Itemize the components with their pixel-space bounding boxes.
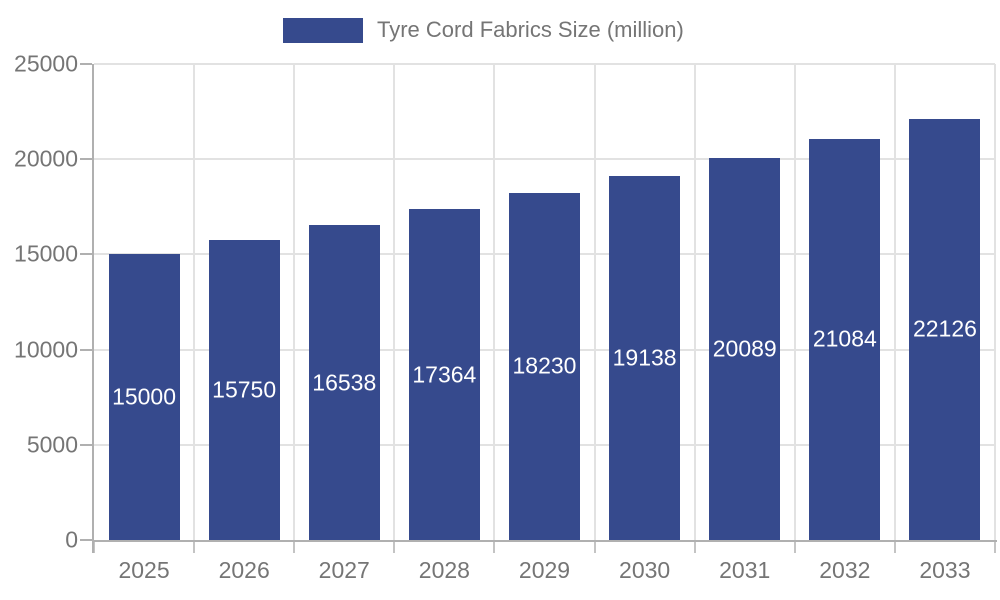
bar[interactable] (509, 192, 580, 540)
plot-area: 0 5000 10000 15000 20000 25000 15000 2025 15750 2… (14, 52, 997, 582)
x-axis-tick (393, 542, 396, 553)
bar-value-label: 17364 (412, 361, 477, 388)
x-axis-tick (593, 542, 596, 553)
legend-swatch (283, 17, 363, 43)
gridline-vertical (693, 64, 696, 540)
x-tick-label: 2026 (218, 557, 270, 583)
y-tick-label: 10000 (14, 336, 78, 363)
gridline-vertical (493, 64, 496, 540)
bar[interactable] (709, 157, 781, 540)
x-tick-label: 2028 (418, 557, 470, 583)
bar[interactable] (208, 240, 280, 540)
bar-value-label: 22126 (912, 315, 977, 342)
x-axis-tick (493, 542, 496, 553)
gridline-vertical (193, 64, 196, 540)
gridline-vertical (393, 64, 396, 540)
x-tick-label: 2029 (518, 557, 571, 583)
x-axis-tick (93, 542, 95, 553)
y-tick-label: 20000 (14, 145, 78, 172)
gridline-horizontal (94, 63, 995, 65)
bar[interactable] (609, 175, 681, 540)
bar-value-label: 21084 (812, 325, 877, 352)
bar-value-label: 18230 (512, 352, 577, 379)
x-axis-tick (693, 542, 696, 553)
legend-label: Tyre Cord Fabrics Size (million) (377, 17, 684, 42)
bar[interactable] (108, 254, 180, 540)
bar[interactable] (809, 138, 881, 540)
bar[interactable] (408, 209, 480, 540)
gridline-vertical (793, 64, 796, 540)
x-tick-label: 2027 (318, 557, 370, 583)
gridline-vertical (994, 64, 996, 540)
x-axis-tick (293, 542, 296, 553)
bar-value-label: 15000 (112, 383, 177, 410)
bar-value-label: 20089 (712, 335, 777, 362)
y-axis-tick (80, 443, 92, 446)
x-tick-label: 2033 (919, 557, 971, 583)
gridline-vertical (893, 64, 896, 540)
y-axis-line (92, 64, 94, 553)
gridline-vertical (593, 64, 596, 540)
x-tick-label: 2025 (118, 557, 170, 583)
bar-value-label: 16538 (312, 369, 377, 396)
legend[interactable]: Tyre Cord Fabrics Size (million) (283, 17, 684, 43)
y-axis-tick (80, 539, 92, 541)
gridline-vertical (293, 64, 296, 540)
y-axis-tick (80, 253, 92, 256)
x-axis-tick (893, 542, 896, 553)
x-axis-tick (793, 542, 796, 553)
bar-value-label: 15750 (212, 376, 277, 403)
y-tick-label: 15000 (14, 240, 78, 267)
x-tick-label: 2032 (819, 557, 871, 583)
x-tick-label: 2031 (719, 557, 771, 583)
x-axis-line (92, 540, 997, 542)
y-axis-tick (80, 158, 92, 161)
bar-value-label: 19138 (612, 344, 677, 371)
y-axis-tick (80, 63, 92, 65)
bar[interactable] (909, 118, 981, 540)
y-tick-label: 25000 (14, 50, 78, 77)
y-tick-label: 5000 (26, 431, 78, 458)
gridline-horizontal (94, 158, 995, 161)
x-axis-tick (193, 542, 196, 553)
y-axis-tick (80, 348, 92, 351)
x-axis-tick (994, 542, 996, 553)
bar[interactable] (308, 225, 380, 540)
y-tick-label: 0 (65, 526, 78, 553)
x-tick-label: 2030 (619, 557, 671, 583)
